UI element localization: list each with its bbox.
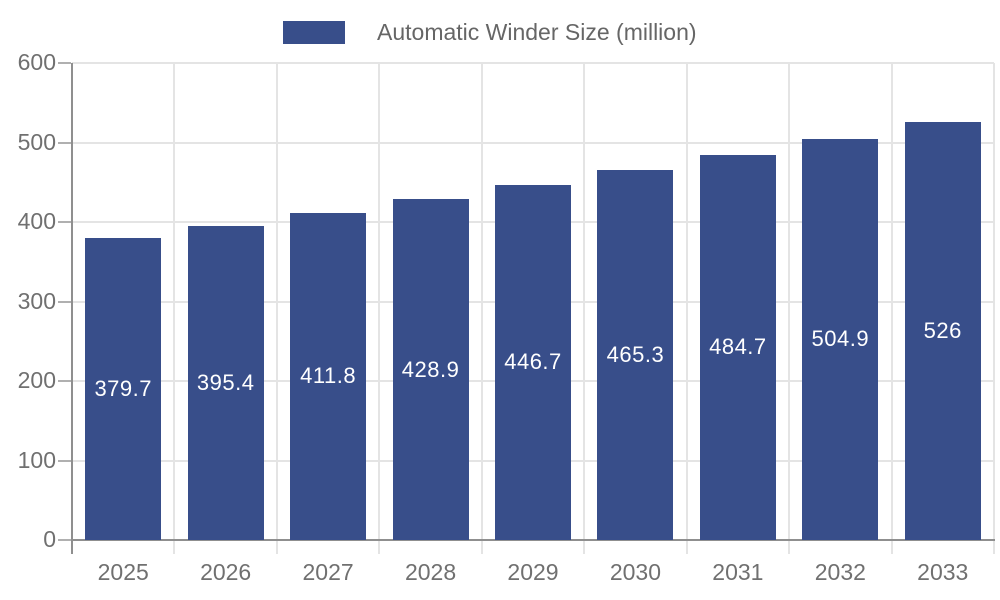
- x-axis-tick: [890, 540, 893, 554]
- gridline-vertical: [275, 63, 278, 540]
- bar-2032: 504.9: [802, 138, 879, 540]
- y-axis-tick: [58, 459, 71, 462]
- x-tick-label: 2030: [609, 559, 662, 585]
- bar-2030: 465.3: [597, 170, 674, 540]
- y-tick-label: 0: [43, 526, 56, 552]
- gridline-vertical: [788, 63, 791, 540]
- y-axis-tick: [58, 380, 71, 382]
- y-axis-tick: [58, 221, 71, 223]
- legend-item[interactable]: Automatic Winder Size (million): [283, 17, 697, 47]
- y-tick-label: 500: [17, 128, 56, 155]
- bar-value-label: 484.7: [709, 334, 767, 360]
- y-tick-label: 300: [17, 287, 56, 314]
- bar-value-label: 379.7: [94, 376, 152, 402]
- x-axis-tick: [480, 540, 483, 554]
- bar-value-label: 465.3: [606, 342, 665, 368]
- y-axis-tick: [58, 62, 71, 64]
- bar-2025: 379.7: [85, 238, 162, 540]
- y-axis-tick: [58, 141, 71, 144]
- bar-value-label: 504.9: [811, 326, 870, 352]
- y-axis-tick: [58, 539, 71, 541]
- bar-value-label: 526: [923, 317, 962, 343]
- y-tick-label: 100: [17, 446, 56, 473]
- x-axis-tick: [685, 540, 688, 554]
- x-axis-tick: [583, 540, 586, 554]
- x-axis-tick: [993, 540, 995, 554]
- y-tick-label: 600: [17, 49, 56, 75]
- bar-2028: 428.9: [392, 199, 469, 540]
- gridline-vertical: [480, 63, 483, 540]
- gridline-vertical: [583, 63, 586, 540]
- bar-value-label: 446.7: [504, 349, 562, 375]
- x-tick-label: 2025: [97, 559, 149, 585]
- x-tick-label: 2033: [917, 559, 969, 585]
- x-tick-label: 2026: [200, 559, 252, 585]
- gridline-horizontal: [72, 62, 994, 64]
- y-tick-label: 400: [17, 208, 56, 234]
- x-axis-line: [71, 539, 995, 541]
- bar-value-label: 428.9: [401, 356, 460, 382]
- bar-2033: 526: [904, 121, 981, 540]
- bar-value-label: 395.4: [196, 369, 255, 395]
- gridline-vertical: [685, 63, 688, 540]
- gridline-horizontal: [72, 141, 994, 144]
- y-tick-label: 200: [17, 367, 56, 393]
- gridline-vertical: [993, 63, 995, 540]
- x-tick-label: 2032: [814, 559, 866, 585]
- legend-label: Automatic Winder Size (million): [377, 18, 697, 45]
- y-axis-tick: [58, 300, 71, 303]
- bar-value-label: 411.8: [300, 363, 357, 389]
- bar-2027: 411.8: [290, 212, 367, 540]
- x-tick-label: 2031: [712, 559, 764, 585]
- x-axis-tick: [173, 540, 176, 554]
- legend-swatch: [283, 20, 345, 44]
- x-axis-tick: [788, 540, 791, 554]
- bar-2031: 484.7: [699, 154, 776, 540]
- gridline-vertical: [173, 63, 176, 540]
- x-tick-label: 2029: [507, 559, 559, 585]
- bar-2026: 395.4: [187, 225, 264, 540]
- x-axis-tick: [275, 540, 278, 554]
- gridline-vertical: [890, 63, 893, 540]
- gridline-vertical: [378, 63, 381, 540]
- bar-2029: 446.7: [495, 184, 571, 540]
- x-axis-tick: [378, 540, 381, 554]
- y-axis-line: [71, 63, 73, 554]
- x-tick-label: 2027: [302, 559, 354, 585]
- x-tick-label: 2028: [404, 559, 457, 585]
